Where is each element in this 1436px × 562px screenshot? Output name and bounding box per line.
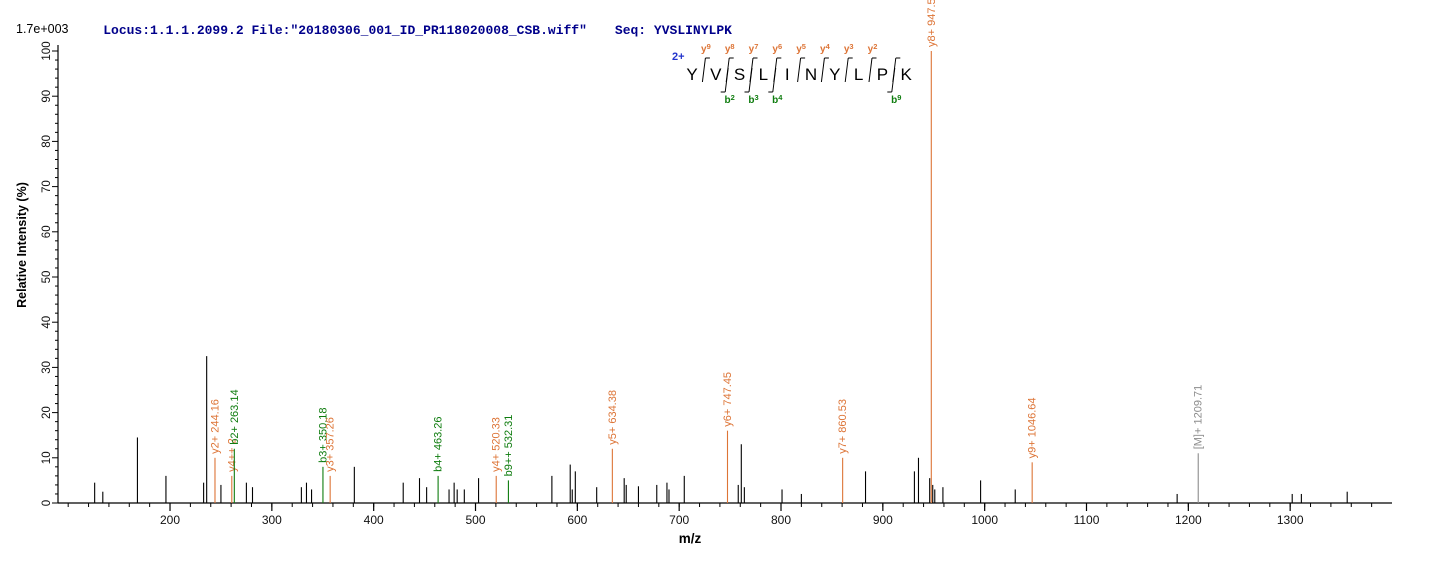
y-cleavage-bracket xyxy=(844,57,849,83)
sequence-text: Seq: YVSLINYLPK xyxy=(614,23,732,38)
b-ion-peak-label: b3+ 350.18 xyxy=(317,407,329,462)
peptide-residue: K xyxy=(901,65,913,84)
y-tick-label: 90 xyxy=(41,90,53,103)
y-ion-index-label: y2 xyxy=(868,42,878,55)
y-ion-index-label: y3 xyxy=(844,42,854,55)
y-cleavage-bracket xyxy=(701,57,706,83)
x-tick-label: 1200 xyxy=(1175,513,1202,527)
y-tick-label: 10 xyxy=(41,451,53,464)
x-tick-label: 400 xyxy=(364,513,384,527)
y-tick-label: 50 xyxy=(41,271,53,284)
y-tick-label: 20 xyxy=(41,406,53,419)
b-cleavage-bracket xyxy=(748,67,753,93)
y-ion-peak-label: y2+ 244.16 xyxy=(209,399,221,454)
y-tick-label: 70 xyxy=(41,180,53,193)
y-tick-label: 30 xyxy=(41,361,53,374)
peptide-residue: L xyxy=(854,65,863,84)
peptide-residue: N xyxy=(805,65,817,84)
y-tick-label: 100 xyxy=(41,41,53,60)
y-tick-label: 80 xyxy=(41,135,53,148)
peptide-residue: P xyxy=(877,65,888,84)
b-cleavage-bracket xyxy=(772,67,777,93)
y-ion-peak-label: y4++ 2 xyxy=(226,438,238,472)
y-ion-index-label: y5 xyxy=(796,42,806,55)
y-ion-peak-label: y9+ 1046.64 xyxy=(1027,397,1039,458)
peptide-residue: I xyxy=(785,65,790,84)
peptide-residue: Y xyxy=(829,65,840,84)
x-tick-label: 700 xyxy=(669,513,689,527)
y-cleavage-bracket xyxy=(797,57,802,83)
x-tick-label: 800 xyxy=(771,513,791,527)
y-tick-label: 40 xyxy=(41,316,53,329)
x-tick-label: 1300 xyxy=(1277,513,1304,527)
y-ion-index-label: y4 xyxy=(820,42,831,55)
x-tick-label: 300 xyxy=(262,513,282,527)
y-ion-index-label: y6 xyxy=(772,42,782,55)
precursor-ion-peak-label: [M]+ 1209.71 xyxy=(1193,385,1205,450)
spectrum-header: Locus:1.1.1.2099.2 File:"20180306_001_ID… xyxy=(72,8,732,53)
x-tick-label: 600 xyxy=(567,513,587,527)
x-axis-title: m/z xyxy=(679,531,702,546)
peptide-residue: V xyxy=(710,65,722,84)
y-ion-peak-label: y8+ 947.58 xyxy=(926,0,938,47)
b-ion-peak-label: b4+ 463.26 xyxy=(433,417,445,472)
y-cleavage-bracket xyxy=(820,57,825,83)
intensity-scale-label: 1.7e+003 xyxy=(16,22,69,36)
b-ion-index-label: b4 xyxy=(772,93,783,106)
y-cleavage-bracket xyxy=(868,57,873,83)
b-cleavage-bracket xyxy=(891,67,896,93)
y-ion-peak-label: y3+ 357.26 xyxy=(325,417,337,472)
x-tick-label: 200 xyxy=(160,513,180,527)
peptide-residue: L xyxy=(759,65,768,84)
y-axis-title: Relative Intensity (%) xyxy=(15,182,29,308)
locus-file-text: Locus:1.1.1.2099.2 File:"20180306_001_ID… xyxy=(103,23,587,38)
peptide-residue: Y xyxy=(686,65,697,84)
b-ion-peak-label: b9++ 532.31 xyxy=(503,415,515,477)
x-tick-label: 900 xyxy=(873,513,893,527)
y-ion-peak-label: y6+ 747.45 xyxy=(722,372,734,427)
x-tick-label: 1100 xyxy=(1074,513,1100,527)
x-tick-label: 500 xyxy=(465,513,485,527)
x-tick-label: 1000 xyxy=(971,513,998,527)
b-ion-index-label: b3 xyxy=(748,93,758,106)
y-tick-label: 60 xyxy=(41,225,53,238)
y-tick-label: 0 xyxy=(41,500,53,506)
b-ion-peak-label: b2+ 263.14 xyxy=(229,389,241,444)
y-ion-index-label: y8 xyxy=(725,42,735,55)
y-ion-peak-label: y5+ 634.38 xyxy=(607,390,619,445)
b-cleavage-bracket xyxy=(724,67,729,93)
y-ion-index-label: y9 xyxy=(701,42,711,55)
peptide-residue: S xyxy=(734,65,745,84)
b-ion-index-label: b9 xyxy=(891,93,901,106)
y-ion-peak-label: y4+ 520.33 xyxy=(491,417,503,472)
y-ion-peak-label: y7+ 860.53 xyxy=(837,399,849,454)
precursor-charge-label: 2+ xyxy=(672,51,685,63)
y-ion-index-label: y7 xyxy=(749,42,759,55)
b-ion-index-label: b2 xyxy=(725,93,735,106)
